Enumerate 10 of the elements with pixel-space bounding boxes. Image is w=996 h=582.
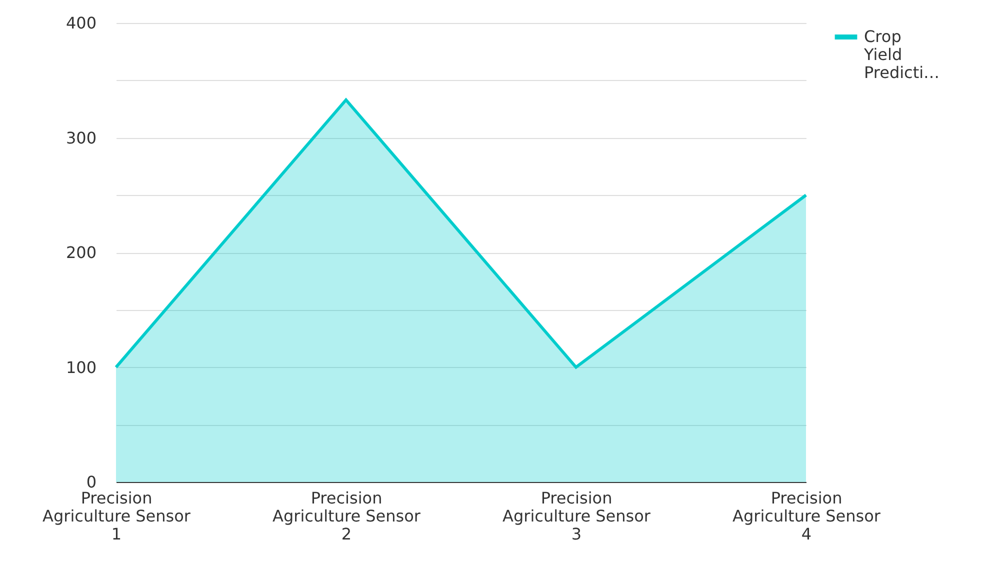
x-tick-label: Precision Agriculture Sensor 3 — [502, 488, 651, 544]
y-tick-label: 0 — [86, 472, 96, 492]
y-tick-label: 300 — [66, 128, 96, 148]
x-tick-label: Precision Agriculture Sensor 4 — [732, 488, 881, 544]
y-tick-label: 100 — [66, 358, 96, 377]
y-tick-label: 400 — [66, 14, 96, 32]
legend-label: Crop Yield Predicti… — [863, 27, 940, 82]
y-tick-label: 200 — [66, 243, 96, 262]
x-tick-label: Precision Agriculture Sensor 2 — [272, 488, 421, 544]
x-tick-label: Precision Agriculture Sensor 1 — [42, 488, 191, 544]
